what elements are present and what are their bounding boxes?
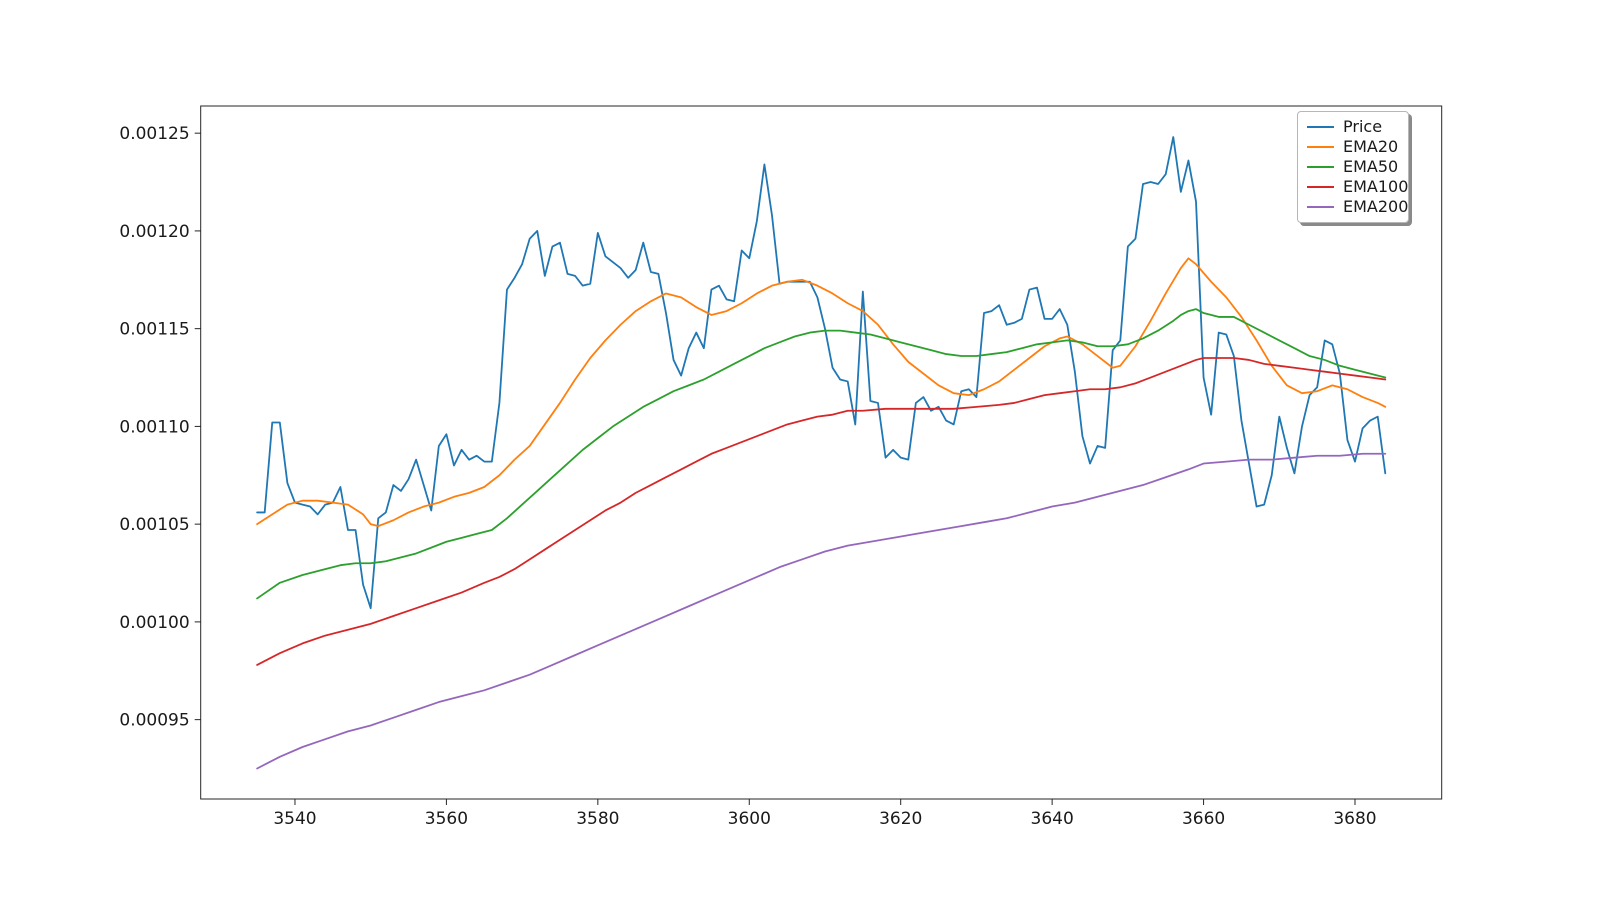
y-tick-label: 0.00115	[119, 320, 189, 340]
y-tick-label: 0.00100	[119, 613, 189, 633]
legend-label: EMA200	[1343, 197, 1409, 216]
y-tick-label: 0.00125	[119, 124, 189, 144]
legend-label: EMA100	[1343, 177, 1409, 196]
legend-item-ema100: EMA100	[1298, 177, 1408, 197]
legend-line-sample-ema200	[1307, 206, 1334, 208]
legend-item-ema200: EMA200	[1298, 197, 1408, 217]
x-tick-label: 3660	[1182, 809, 1225, 829]
legend-item-ema50: EMA50	[1298, 157, 1408, 177]
x-tick-label: 3560	[425, 809, 468, 829]
price-line	[256, 136, 1387, 610]
x-tick-label: 3600	[728, 809, 771, 829]
ema20-line	[256, 257, 1387, 527]
legend-label: Price	[1343, 117, 1383, 136]
legend-label: EMA50	[1343, 157, 1399, 176]
legend-item-ema20: EMA20	[1298, 137, 1408, 157]
x-tick-label: 3640	[1031, 809, 1074, 829]
legend-item-price: Price	[1298, 117, 1408, 137]
legend-label: EMA20	[1343, 137, 1399, 156]
legend-line-sample-ema50	[1307, 166, 1334, 168]
x-tick-label: 3680	[1333, 809, 1376, 829]
x-tick-label: 3620	[879, 809, 922, 829]
legend-line-sample-ema20	[1307, 146, 1334, 148]
y-tick-label: 0.00120	[119, 222, 189, 242]
y-tick-label: 0.00095	[119, 711, 189, 731]
legend-line-sample-price	[1307, 126, 1334, 128]
ema50-line	[256, 308, 1387, 600]
legend-line-sample-ema100	[1307, 186, 1334, 188]
legend: Price EMA20 EMA50 EMA100 EMA200	[1297, 111, 1409, 223]
x-tick-label: 3580	[576, 809, 619, 829]
ema100-line	[256, 357, 1387, 666]
axes-spines	[200, 105, 1443, 800]
x-tick-label: 3540	[273, 809, 316, 829]
y-tick-label: 0.00110	[119, 417, 189, 437]
ema200-line	[256, 452, 1387, 770]
y-tick-label: 0.00105	[119, 515, 189, 535]
